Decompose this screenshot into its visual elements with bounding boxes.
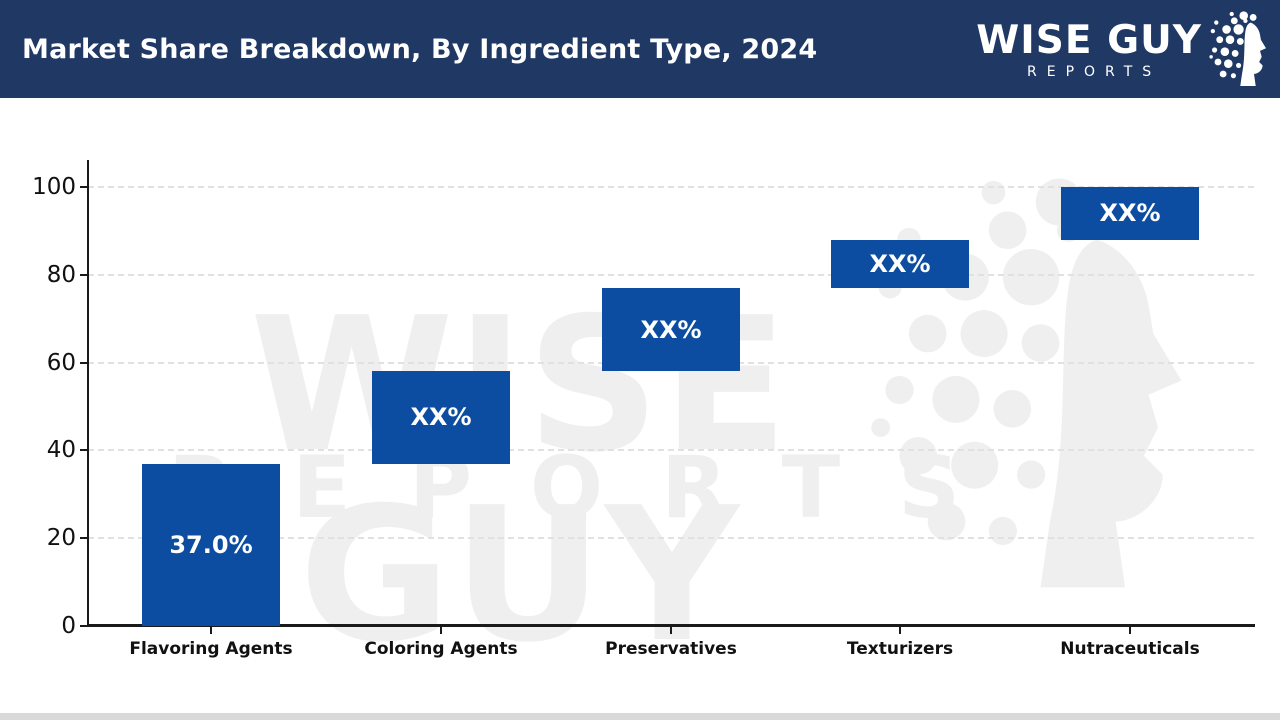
- logo-tagline: REPORTS: [1027, 63, 1162, 80]
- x-tick-mark: [899, 627, 901, 634]
- x-axis-line: [87, 624, 1255, 627]
- x-tick-label: Texturizers: [846, 639, 954, 659]
- bar: XX%: [372, 371, 510, 464]
- bar: XX%: [831, 239, 969, 288]
- watermark-text-line2: REPORTS: [168, 438, 1019, 538]
- page-title: Market Share Breakdown, By Ingredient Ty…: [22, 33, 818, 65]
- logo-text: WISE GUY REPORTS: [976, 17, 1202, 80]
- gridline: [88, 449, 1254, 452]
- header-bar: Market Share Breakdown, By Ingredient Ty…: [0, 0, 1280, 98]
- x-tick-label: Flavoring Agents: [129, 639, 293, 659]
- gridline: [88, 537, 1254, 540]
- y-tick-label: 60: [46, 349, 76, 376]
- x-tick-label: Preservatives: [605, 639, 737, 659]
- bar-label: XX%: [869, 249, 931, 278]
- x-tick-mark: [210, 627, 212, 634]
- wise-guy-head-icon: [1209, 11, 1266, 87]
- x-tick-label: Nutraceuticals: [1060, 639, 1200, 659]
- y-tick-mark: [80, 186, 88, 188]
- y-tick-mark: [80, 273, 88, 276]
- wise-guy-logo: WISE GUY REPORTS: [976, 4, 1266, 96]
- y-tick-label: 80: [46, 261, 76, 288]
- y-tick-label: 20: [46, 525, 76, 552]
- y-tick-mark: [80, 537, 88, 540]
- y-tick-mark: [80, 361, 88, 364]
- y-tick-label: 100: [32, 174, 76, 200]
- bar-label: 37.0%: [169, 530, 253, 559]
- bar-label: XX%: [1099, 199, 1161, 228]
- x-tick-mark: [440, 627, 442, 634]
- bar-label: XX%: [640, 315, 702, 344]
- bar-label: XX%: [410, 403, 472, 432]
- x-tick-mark: [1129, 627, 1131, 634]
- logo-name: WISE GUY: [976, 17, 1202, 63]
- bar: XX%: [1061, 187, 1199, 240]
- x-tick-mark: [670, 627, 672, 634]
- y-tick-mark: [80, 449, 88, 452]
- y-tick-label: 40: [46, 437, 76, 464]
- gridline: [88, 273, 1254, 276]
- bar: XX%: [602, 287, 740, 372]
- y-tick-mark: [80, 625, 88, 627]
- x-tick-label: Coloring Agents: [364, 639, 518, 659]
- y-tick-label: 0: [61, 613, 76, 639]
- footer-strip: [0, 713, 1280, 720]
- y-axis-line: [87, 160, 89, 627]
- gridline: [88, 186, 1254, 188]
- bar: 37.0%: [142, 463, 280, 626]
